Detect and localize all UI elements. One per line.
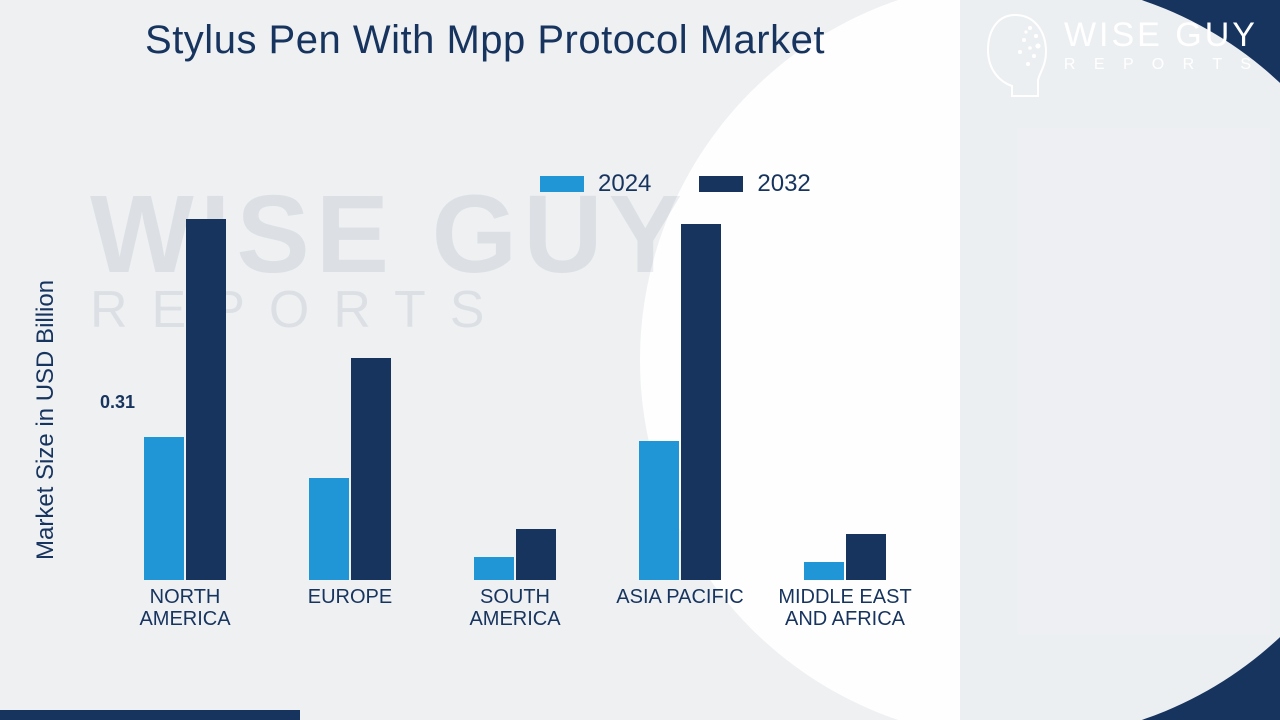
legend-label-2024: 2024 <box>598 170 651 198</box>
bar-2032 <box>351 358 391 580</box>
y-axis-label: Market Size in USD Billion <box>32 280 60 560</box>
category-label: MIDDLE EAST AND AFRICA <box>770 586 920 630</box>
category-label: ASIA PACIFIC <box>605 586 755 608</box>
chart-title: Stylus Pen With Mpp Protocol Market <box>0 18 970 63</box>
bar-2024 <box>804 562 844 581</box>
category-label: EUROPE <box>275 586 425 608</box>
legend-item-2032: 2032 <box>699 170 810 198</box>
legend-label-2032: 2032 <box>757 170 810 198</box>
bottom-accent-bar <box>0 710 300 720</box>
bars <box>144 219 226 580</box>
bar-2024 <box>639 441 679 580</box>
category-label: SOUTH AMERICA <box>440 586 590 630</box>
brand-sub: R E P O R T S <box>1064 56 1258 74</box>
bar-2032 <box>846 534 886 580</box>
bars <box>639 224 721 580</box>
legend-swatch-2032 <box>699 176 743 192</box>
legend-swatch-2024 <box>540 176 584 192</box>
bar-2024 <box>144 437 184 580</box>
bars <box>804 534 886 580</box>
chart-canvas: Stylus Pen With Mpp Protocol Market WISE… <box>0 0 1280 720</box>
legend-item-2024: 2024 <box>540 170 651 198</box>
bars <box>474 529 556 580</box>
plot-area: NORTH AMERICAEUROPESOUTH AMERICAASIA PAC… <box>100 210 930 580</box>
bar-2032 <box>681 224 721 580</box>
brand-logo: WISE GUY R E P O R T S <box>1064 18 1258 74</box>
category-label: NORTH AMERICA <box>110 586 260 630</box>
bar-2024 <box>309 478 349 580</box>
bar-2032 <box>186 219 226 580</box>
brand-name: WISE GUY <box>1064 18 1258 52</box>
bar-2024 <box>474 557 514 580</box>
bars <box>309 358 391 580</box>
bar-value-label: 0.31 <box>100 392 135 413</box>
legend: 2024 2032 <box>540 170 811 198</box>
brand-head-icon <box>980 10 1050 100</box>
bar-2032 <box>516 529 556 580</box>
